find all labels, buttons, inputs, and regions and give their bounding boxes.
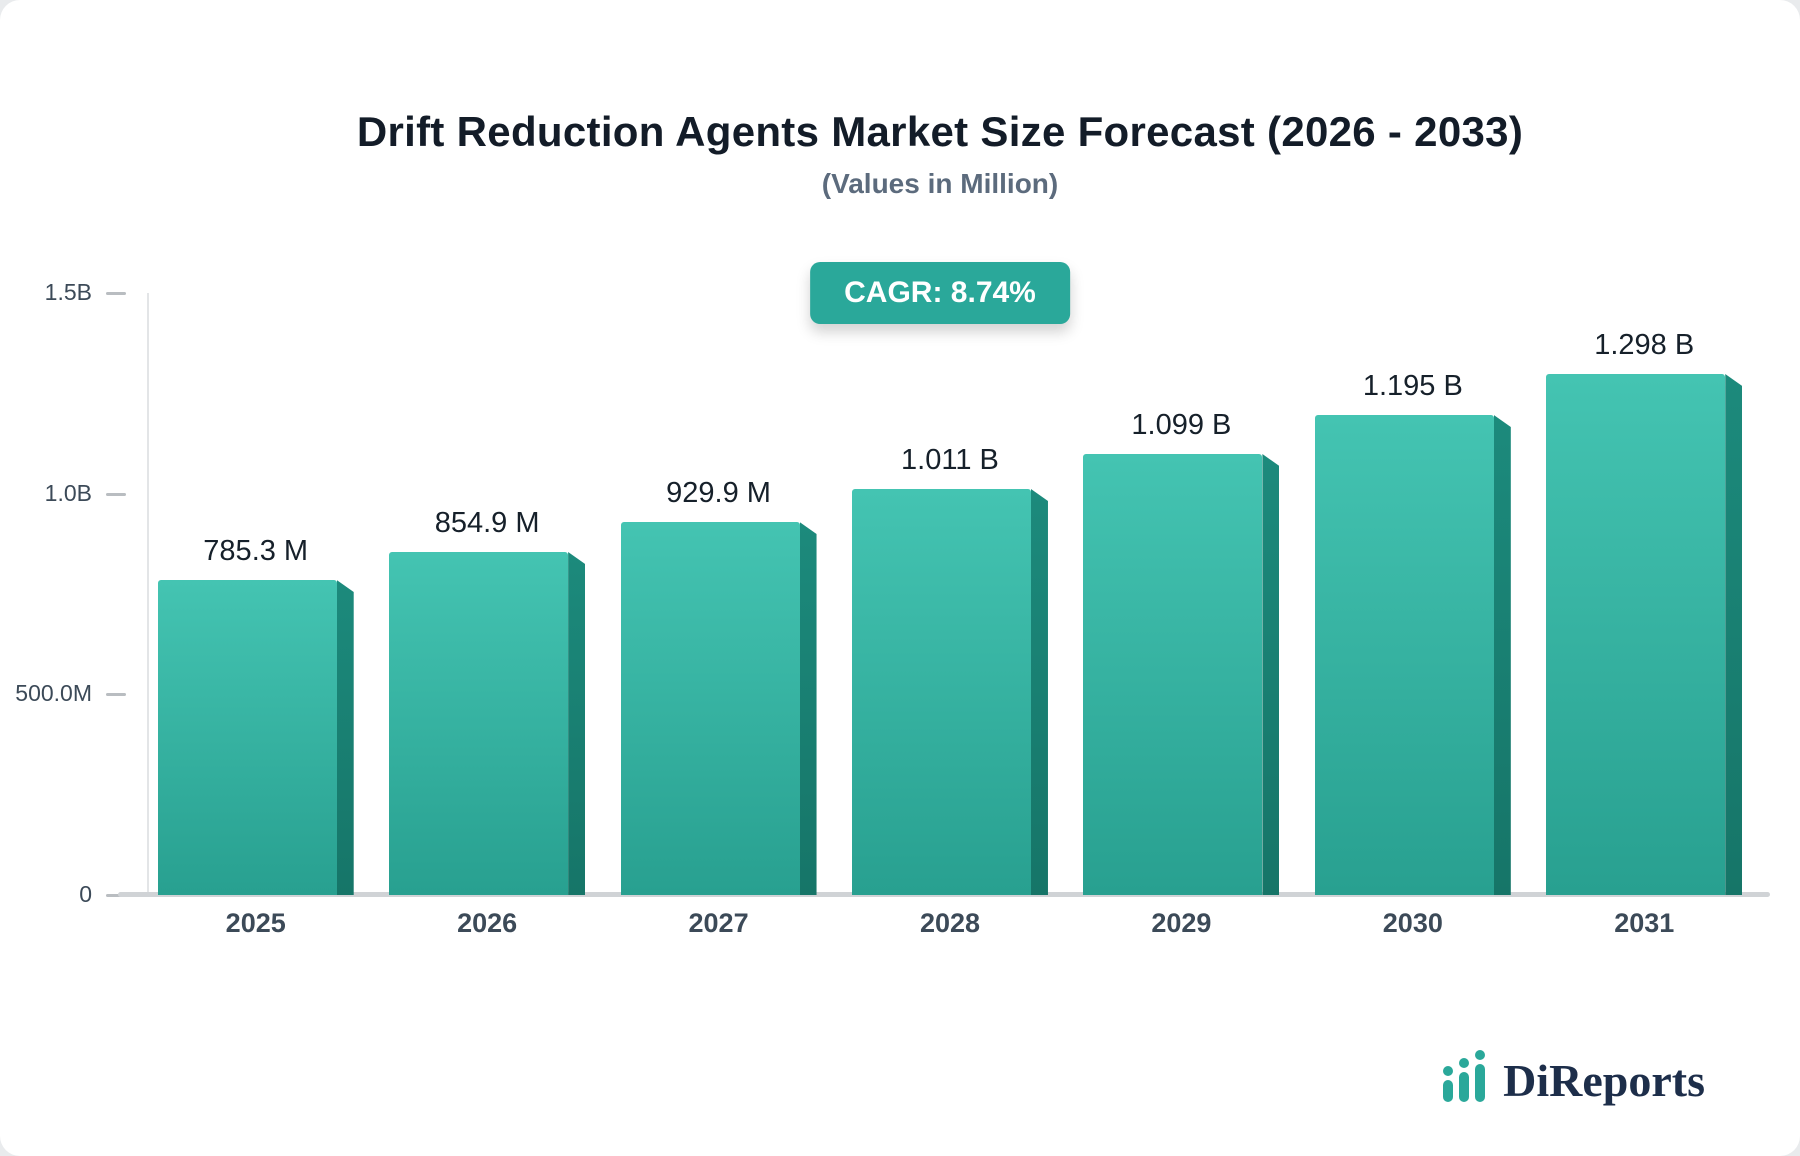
bar-slot-2025: 785.3 M <box>140 293 371 895</box>
x-axis-label-2031: 2031 <box>1614 908 1675 938</box>
bar-side-face <box>1030 489 1048 895</box>
x-axis-label-2027: 2027 <box>688 908 749 938</box>
bar-value-label: 1.099 B <box>1131 409 1232 441</box>
bar-side-face <box>336 580 354 895</box>
bar-front-face <box>389 552 569 895</box>
bar-2028 <box>851 489 1048 895</box>
bar-2031 <box>1546 374 1743 895</box>
bar-front-face <box>1083 454 1263 895</box>
logo: DiReports <box>1435 1046 1705 1104</box>
x-axis-label-2028: 2028 <box>919 908 981 938</box>
bar-side-face <box>1262 454 1280 895</box>
bar-value-label: 854.9 M <box>434 507 540 539</box>
bar-front-face <box>1546 374 1726 895</box>
logo-text: DiReports <box>1503 1055 1705 1106</box>
y-tick-label: 0 <box>79 881 92 907</box>
bar-value-label: 929.9 M <box>666 477 771 509</box>
bars-container: 785.3 M 854.9 M 929.9 M 1.011 B 1.099 B 1.195… <box>140 293 1760 895</box>
y-tick-label: 1.5B <box>44 279 92 305</box>
x-axis-labels: 2025 2026 2027 2028 2029 2030 2031 <box>140 908 1760 939</box>
bar-front-face <box>157 580 337 895</box>
bar-value-label: 1.195 B <box>1362 370 1463 402</box>
y-tick-mark <box>106 894 126 897</box>
x-axis-label-2030: 2030 <box>1382 908 1443 938</box>
page-subtitle: (Values in Million) <box>821 168 1059 199</box>
bar-2030 <box>1314 415 1511 895</box>
bar-slot-2026: 854.9 M <box>371 293 602 895</box>
bar-slot-2031: 1.298 B <box>1529 293 1760 895</box>
bar-2025 <box>157 580 354 895</box>
x-axis-label-2026: 2026 <box>457 908 518 938</box>
y-tick-label: 500.0M <box>15 680 92 706</box>
bar-side-face <box>1725 374 1743 895</box>
bar-value-label: 785.3 M <box>203 535 309 567</box>
bar-slot-2029: 1.099 B <box>1066 293 1297 895</box>
y-tick-mark <box>106 693 126 696</box>
cagr-badge: CAGR: 8.74% <box>810 262 1070 324</box>
bar-value-label: 1.011 B <box>901 444 999 476</box>
bar-side-face <box>568 552 586 895</box>
y-axis-line <box>147 293 149 895</box>
bar-front-face <box>1314 415 1494 895</box>
bar-front-face <box>620 522 800 895</box>
bar-side-face <box>1493 415 1511 895</box>
bar-front-face <box>851 489 1031 895</box>
y-tick-mark <box>106 493 126 496</box>
bar-slot-2030: 1.195 B <box>1297 293 1528 895</box>
bar-value-label: 1.298 B <box>1594 329 1695 361</box>
bar-slot-2027: 929.9 M <box>603 293 834 895</box>
bar-2029 <box>1083 454 1280 895</box>
bar-2027 <box>620 522 817 895</box>
x-axis-label-2029: 2029 <box>1151 908 1212 938</box>
page-title: Drift Reduction Agents Market Size Forec… <box>356 108 1524 155</box>
y-axis: 1.5B 1.0B 500.0M 0 <box>0 279 1800 907</box>
bar-side-face <box>799 522 817 895</box>
bar-slot-2028: 1.011 B <box>834 293 1065 895</box>
bar-chart-icon <box>1443 1050 1486 1102</box>
y-tick-label: 1.0B <box>44 480 92 506</box>
y-tick-mark <box>106 292 126 295</box>
bar-2026 <box>389 552 586 895</box>
x-axis-label-2025: 2025 <box>225 908 286 938</box>
